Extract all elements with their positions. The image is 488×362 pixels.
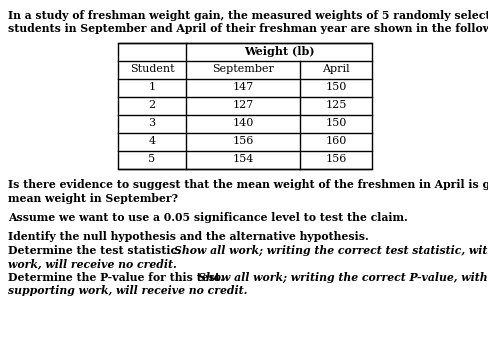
Text: Assume we want to use a 0.05 significance level to test the claim.: Assume we want to use a 0.05 significanc… [8,212,408,223]
Text: Show all work; writing the correct test statistic, without supporting: Show all work; writing the correct test … [174,245,488,256]
Text: 140: 140 [232,118,254,128]
Text: 150: 150 [325,82,346,92]
Text: 160: 160 [325,136,346,146]
Text: 127: 127 [232,100,254,110]
Text: In a study of freshman weight gain, the measured weights of 5 randomly selected : In a study of freshman weight gain, the … [8,10,488,21]
Text: students in September and April of their freshman year are shown in the followin: students in September and April of their… [8,24,488,34]
Text: 150: 150 [325,118,346,128]
Text: Identify the null hypothesis and the alternative hypothesis.: Identify the null hypothesis and the alt… [8,232,369,243]
Text: 3: 3 [148,118,156,128]
Text: work, will receive no credit.: work, will receive no credit. [8,258,177,269]
Text: Determine the test statistic.: Determine the test statistic. [8,245,184,256]
Text: mean weight in September?: mean weight in September? [8,193,178,203]
Text: September: September [212,64,274,74]
Text: Is there evidence to suggest that the mean weight of the freshmen in April is gr: Is there evidence to suggest that the me… [8,179,488,190]
Text: 4: 4 [148,136,156,146]
Bar [118,43,372,169]
Text: 147: 147 [232,82,254,92]
Text: 156: 156 [325,154,346,164]
Text: April: April [322,64,350,74]
Text: Student: Student [130,64,174,74]
Text: Weight (lb): Weight (lb) [244,46,314,57]
Text: Show all work; writing the correct P-value, without: Show all work; writing the correct P-val… [198,272,488,283]
Text: 156: 156 [232,136,254,146]
Text: supporting work, will receive no credit.: supporting work, will receive no credit. [8,286,247,296]
Text: 2: 2 [148,100,156,110]
Text: 1: 1 [148,82,156,92]
Text: 125: 125 [325,100,346,110]
Text: Determine the P-value for this test.: Determine the P-value for this test. [8,272,227,283]
Text: 154: 154 [232,154,254,164]
Text: 5: 5 [148,154,156,164]
